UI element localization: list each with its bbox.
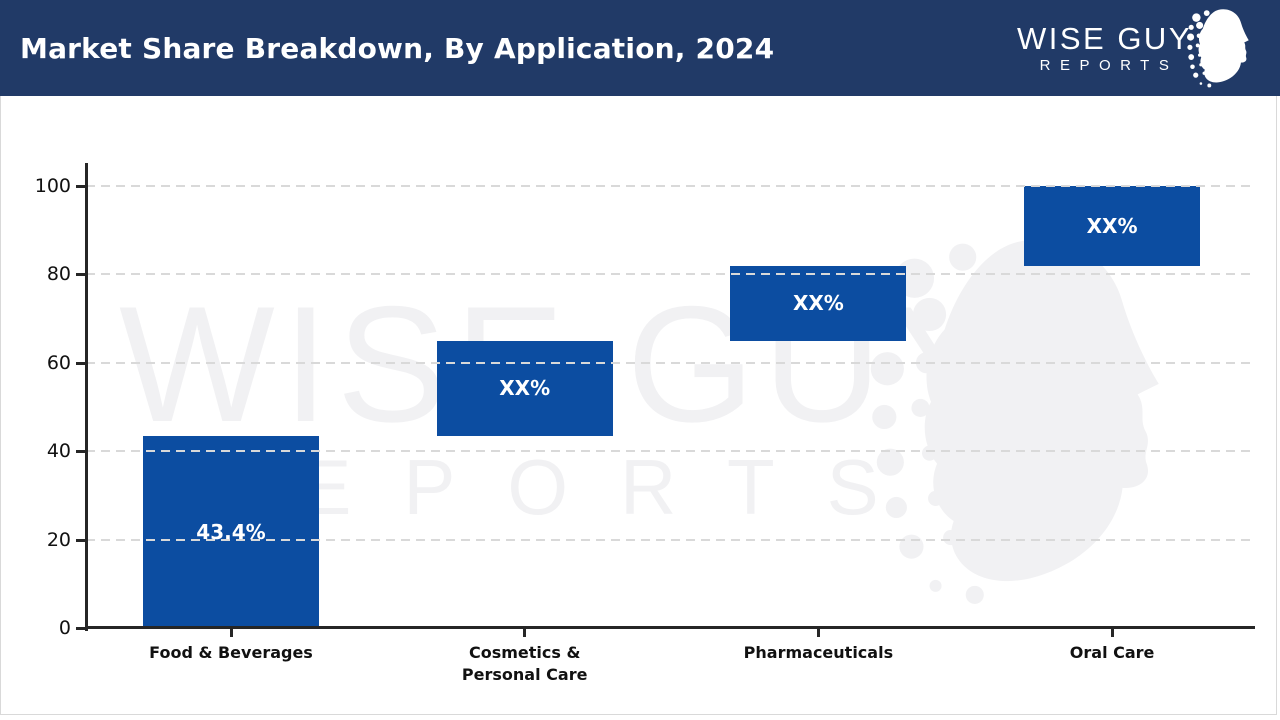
gridline — [86, 538, 1251, 541]
brand-head-icon — [1187, 9, 1249, 88]
x-tick — [229, 629, 233, 637]
y-tick-label: 20 — [46, 528, 71, 551]
bar: XX% — [730, 265, 907, 341]
y-tick — [76, 538, 85, 542]
gridline — [86, 450, 1251, 453]
y-tick — [76, 450, 85, 454]
y-tick — [76, 361, 85, 365]
y-tick-label: 80 — [46, 263, 71, 286]
bar: XX% — [436, 340, 613, 437]
x-category-label: Food & Beverages — [149, 643, 313, 662]
x-category-label: Oral Care — [1069, 643, 1155, 662]
gridline — [86, 361, 1251, 364]
bar-value-label: XX% — [499, 376, 551, 401]
report-header: Market Share Breakdown, By Application, … — [0, 0, 1280, 96]
y-tick — [76, 185, 85, 188]
brand-wordmark: WISE GUY REPORTS — [1017, 23, 1192, 73]
x-category-label: Pharmaceuticals — [743, 643, 894, 662]
y-axis-line — [85, 163, 88, 631]
x-axis-line — [85, 626, 1255, 629]
x-tick — [1110, 629, 1114, 637]
bar: 43.4% — [143, 436, 319, 628]
y-tick-label: 40 — [46, 440, 71, 463]
x-category-label: Cosmetics & Personal Care — [461, 643, 588, 684]
x-tick — [523, 629, 527, 637]
y-tick-label: 100 — [34, 175, 71, 197]
x-tick — [816, 629, 820, 637]
brand-logo: WISE GUY REPORTS — [1017, 6, 1254, 90]
bar-value-label: 43.4% — [196, 520, 266, 545]
y-tick-label: 0 — [58, 617, 71, 639]
gridline — [86, 185, 1251, 187]
bar: XX% — [1024, 186, 1201, 266]
page-title: Market Share Breakdown, By Application, … — [20, 31, 775, 65]
brand-name-text: WISE GUY — [1016, 21, 1192, 56]
y-tick — [76, 273, 85, 277]
bar-value-label: XX% — [792, 291, 844, 316]
gridline — [86, 273, 1251, 276]
y-tick — [76, 627, 85, 630]
brand-subtitle-text: REPORTS — [1039, 57, 1179, 74]
y-tick-label: 60 — [46, 351, 71, 374]
bar-value-label: XX% — [1086, 213, 1138, 238]
watermark-head-icon — [870, 239, 1159, 604]
chart-area: WISE GUY REPORTS 43.4% XX% XX% XX% 0 20 40 60 80… — [0, 96, 1277, 715]
